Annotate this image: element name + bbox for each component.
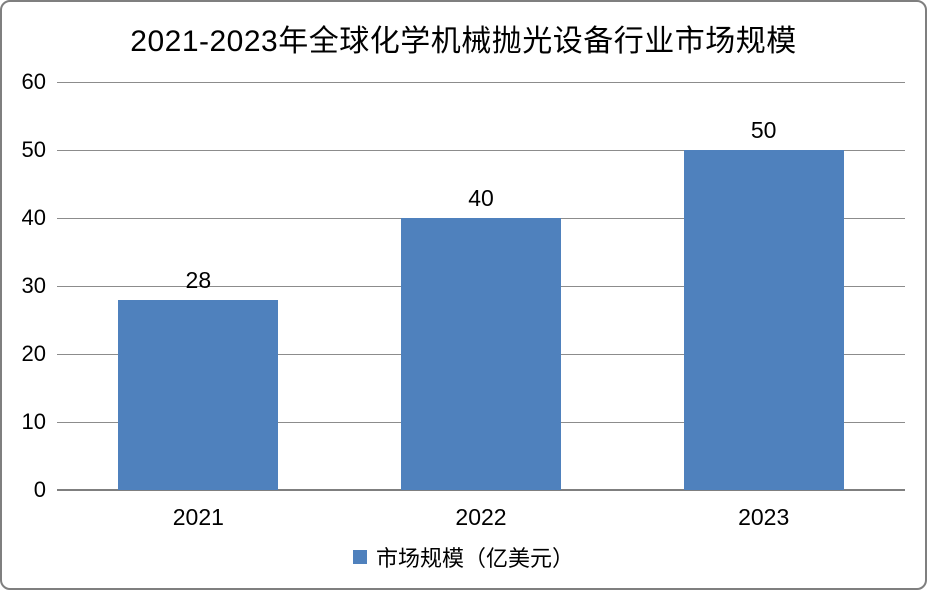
x-tick-label: 2023 [738, 504, 790, 530]
x-axis-baseline [57, 489, 905, 491]
legend: 市场规模（亿美元） [2, 542, 925, 572]
y-tick-label: 20 [21, 341, 46, 366]
y-tick-label: 60 [21, 69, 46, 94]
legend-label: 市场规模（亿美元） [375, 546, 574, 571]
y-tick-label: 40 [21, 205, 46, 230]
chart-title: 2021-2023年全球化学机械抛光设备行业市场规模 [130, 25, 797, 58]
y-tick-label: 0 [33, 477, 46, 502]
y-tick-label: 50 [21, 137, 46, 162]
legend-swatch-icon [352, 550, 367, 564]
x-axis: 2021 2022 2023 [57, 499, 905, 535]
y-axis: 0 10 20 30 40 50 60 [2, 71, 46, 501]
x-tick-label: 2022 [455, 504, 507, 530]
x-tick-label: 2021 [172, 504, 224, 530]
bar-2021 [118, 299, 279, 490]
bar-value-label: 40 [468, 185, 494, 211]
gridline [57, 150, 905, 151]
y-tick-label: 10 [21, 409, 46, 434]
y-tick-label: 30 [21, 273, 46, 298]
plot-area: 28 40 50 [57, 82, 905, 491]
bar-value-label: 50 [750, 117, 777, 143]
bar-value-label: 28 [185, 266, 212, 293]
bar-2022 [401, 218, 561, 490]
gridline [57, 82, 905, 83]
bar-2023 [683, 150, 844, 490]
